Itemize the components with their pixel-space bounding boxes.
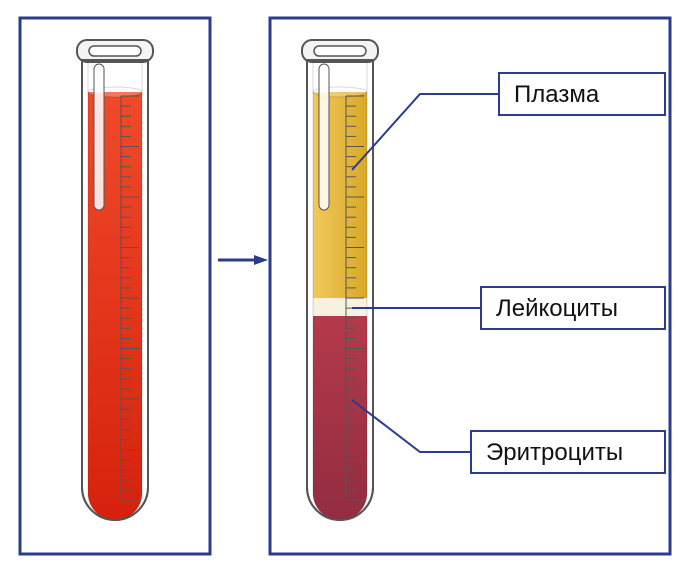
right-inner-highlight [319,64,329,210]
label-plasma: Плазма [498,72,666,116]
arrow-head [254,255,268,265]
right-layer-erythrocytes [313,316,367,551]
right-tube [302,40,378,551]
label-leukocytes: Лейкоциты [480,286,666,330]
left-inner-highlight [94,64,104,210]
label-erythrocytes: Эритроциты [470,430,666,474]
left-tube [77,40,153,551]
